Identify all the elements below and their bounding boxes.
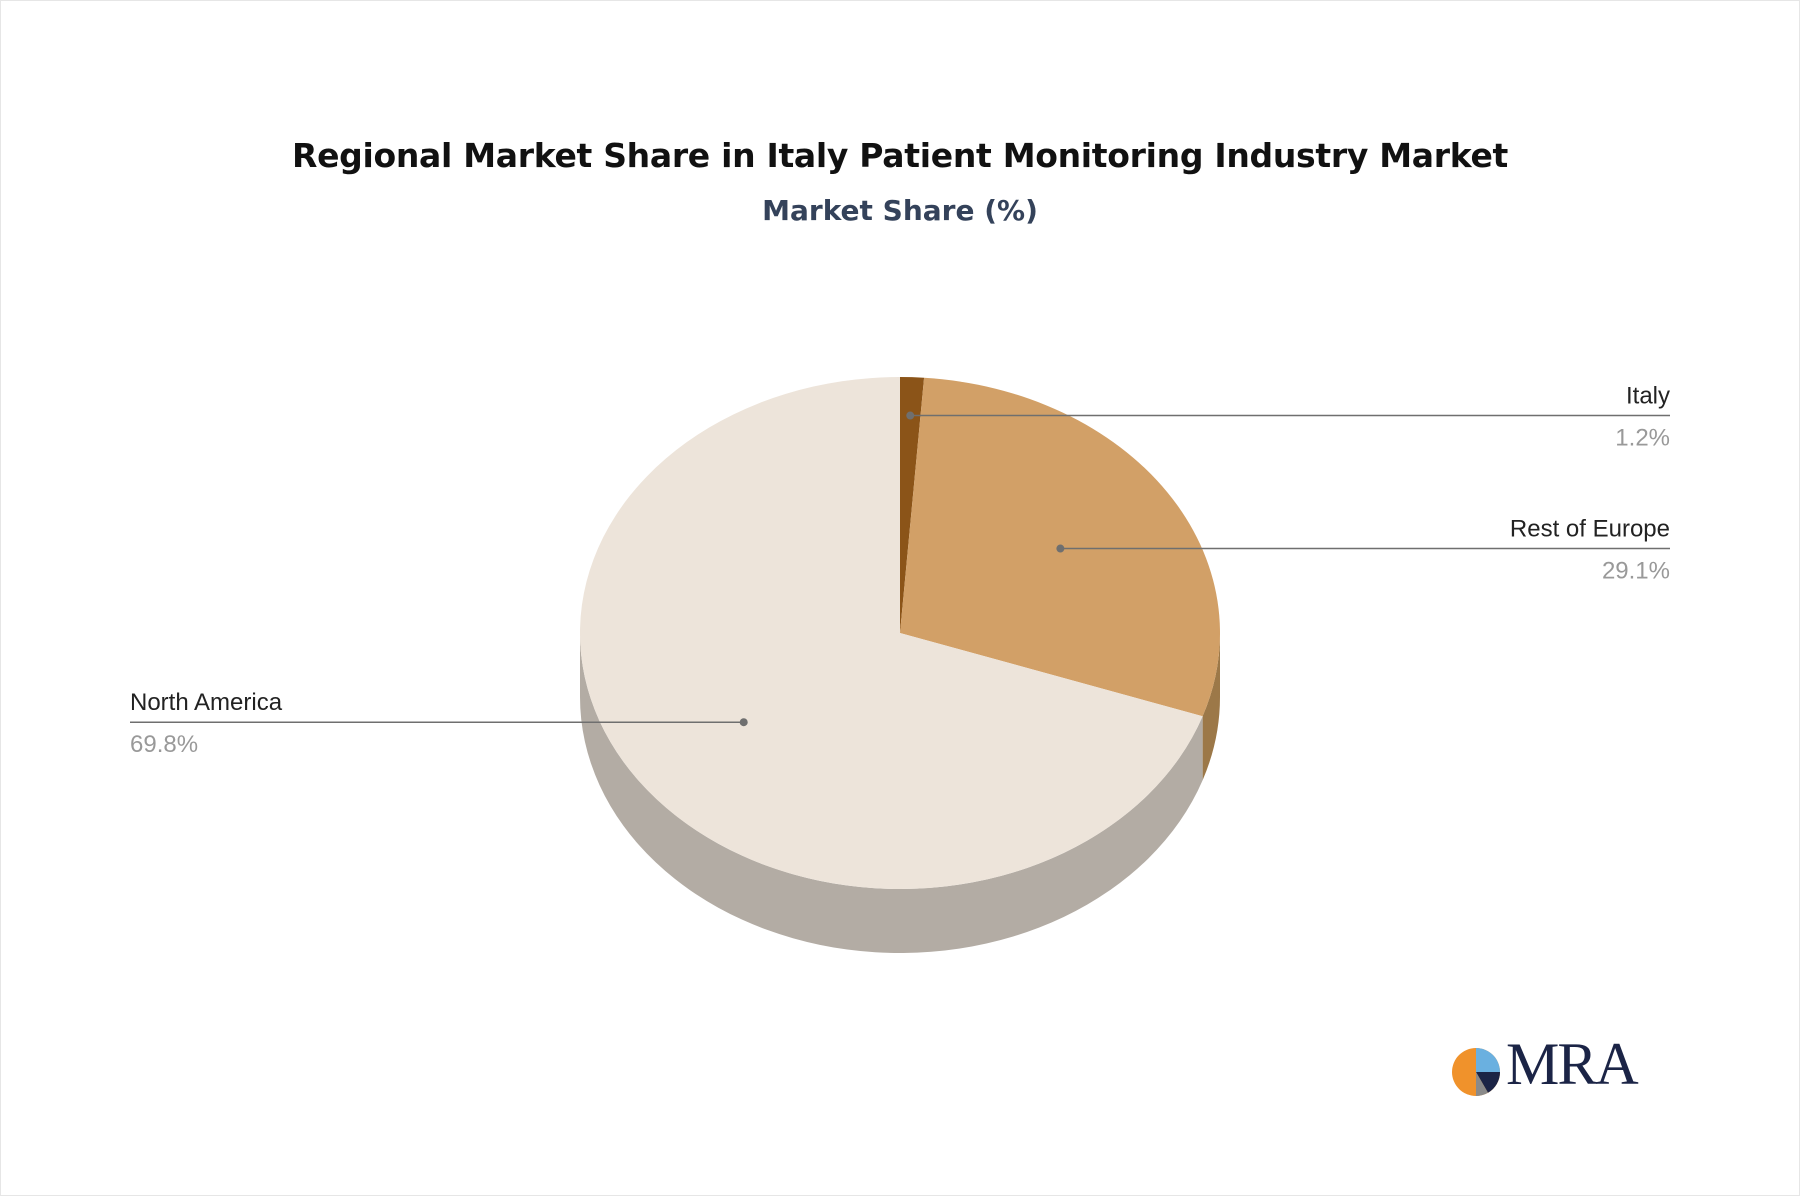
logo-text: MRA — [1506, 1031, 1639, 1097]
label-name-north-america: North America — [130, 689, 283, 716]
label-name-italy: Italy — [1626, 383, 1670, 410]
label-value-rest-of-europe: 29.1% — [1602, 558, 1670, 585]
pie-side-rest-of-europe — [1202, 633, 1220, 781]
chart-subtitle: Market Share (%) — [762, 194, 1038, 227]
label-value-italy: 1.2% — [1615, 425, 1670, 452]
pie-sides — [580, 633, 1220, 953]
mra-logo — [1448, 1040, 1648, 1100]
label-value-north-america: 69.8% — [130, 731, 198, 758]
pie-labels: Italy 1.2% Rest of Europe 29.1% North Americ… — [130, 383, 1670, 758]
label-name-rest-of-europe: Rest of Europe — [1510, 516, 1670, 543]
pie-side-north-america — [580, 633, 1203, 953]
pie-slices — [580, 377, 1220, 889]
pie-slice-north-america[interactable] — [580, 377, 1203, 889]
leader-dot-italy — [906, 411, 915, 420]
pie-slice-italy[interactable] — [900, 377, 925, 633]
leader-dot-rest-of-europe — [1056, 544, 1065, 553]
logo-pie-icon — [1452, 1048, 1500, 1096]
leader-dot-north-america — [739, 718, 748, 727]
chart-title: Regional Market Share in Italy Patient M… — [291, 136, 1509, 175]
